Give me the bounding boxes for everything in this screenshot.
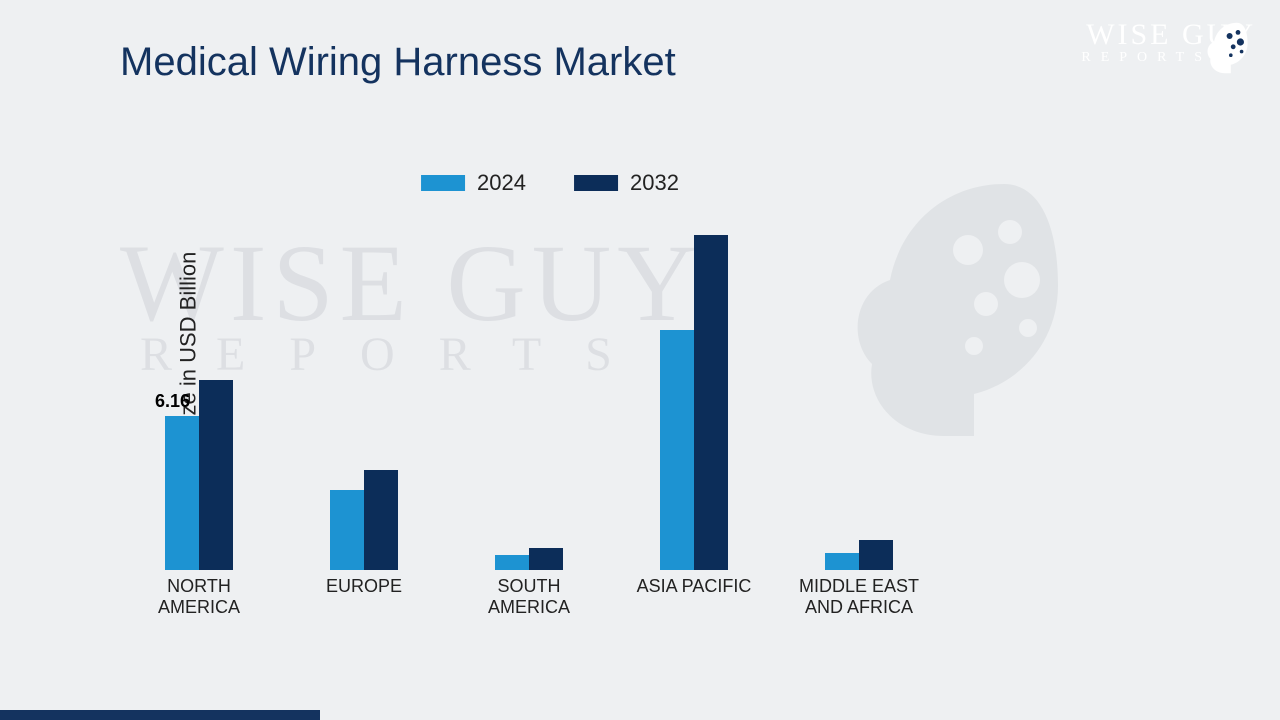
bar (165, 416, 199, 570)
bar (364, 470, 398, 570)
bar (199, 380, 233, 570)
category-label: ASIA PACIFIC (624, 570, 764, 597)
category-label: EUROPE (294, 570, 434, 597)
brain-head-icon (1196, 18, 1256, 78)
value-label: 6.16 (155, 391, 190, 412)
stage: WISE GUY REPORTS Medical Wiring Harness … (0, 0, 1280, 720)
footer-accent-bar (0, 710, 320, 720)
bar (859, 540, 893, 570)
brand-logo: WISE GUY REPORTS (1081, 18, 1256, 66)
category-label: NORTH AMERICA (129, 570, 269, 617)
plot-area: 2024 2032 6.16NORTH AMERICAEUROPESOUTH A… (140, 170, 960, 570)
bar (694, 235, 728, 570)
legend-swatch-2024 (421, 175, 465, 191)
legend-swatch-2032 (574, 175, 618, 191)
bar (495, 555, 529, 570)
bar (529, 548, 563, 571)
legend-label-2032: 2032 (630, 170, 679, 196)
bar (330, 490, 364, 570)
legend-item-2024: 2024 (421, 170, 526, 196)
legend: 2024 2032 (421, 170, 679, 196)
chart-title: Medical Wiring Harness Market (120, 40, 676, 85)
legend-label-2024: 2024 (477, 170, 526, 196)
chart-container: Market Size in USD Billion 2024 2032 6.1… (100, 170, 980, 590)
bar (825, 553, 859, 571)
bar (660, 330, 694, 570)
category-label: SOUTH AMERICA (459, 570, 599, 617)
bars-area: 6.16NORTH AMERICAEUROPESOUTH AMERICAASIA… (140, 220, 960, 570)
legend-item-2032: 2032 (574, 170, 679, 196)
category-label: MIDDLE EAST AND AFRICA (789, 570, 929, 617)
